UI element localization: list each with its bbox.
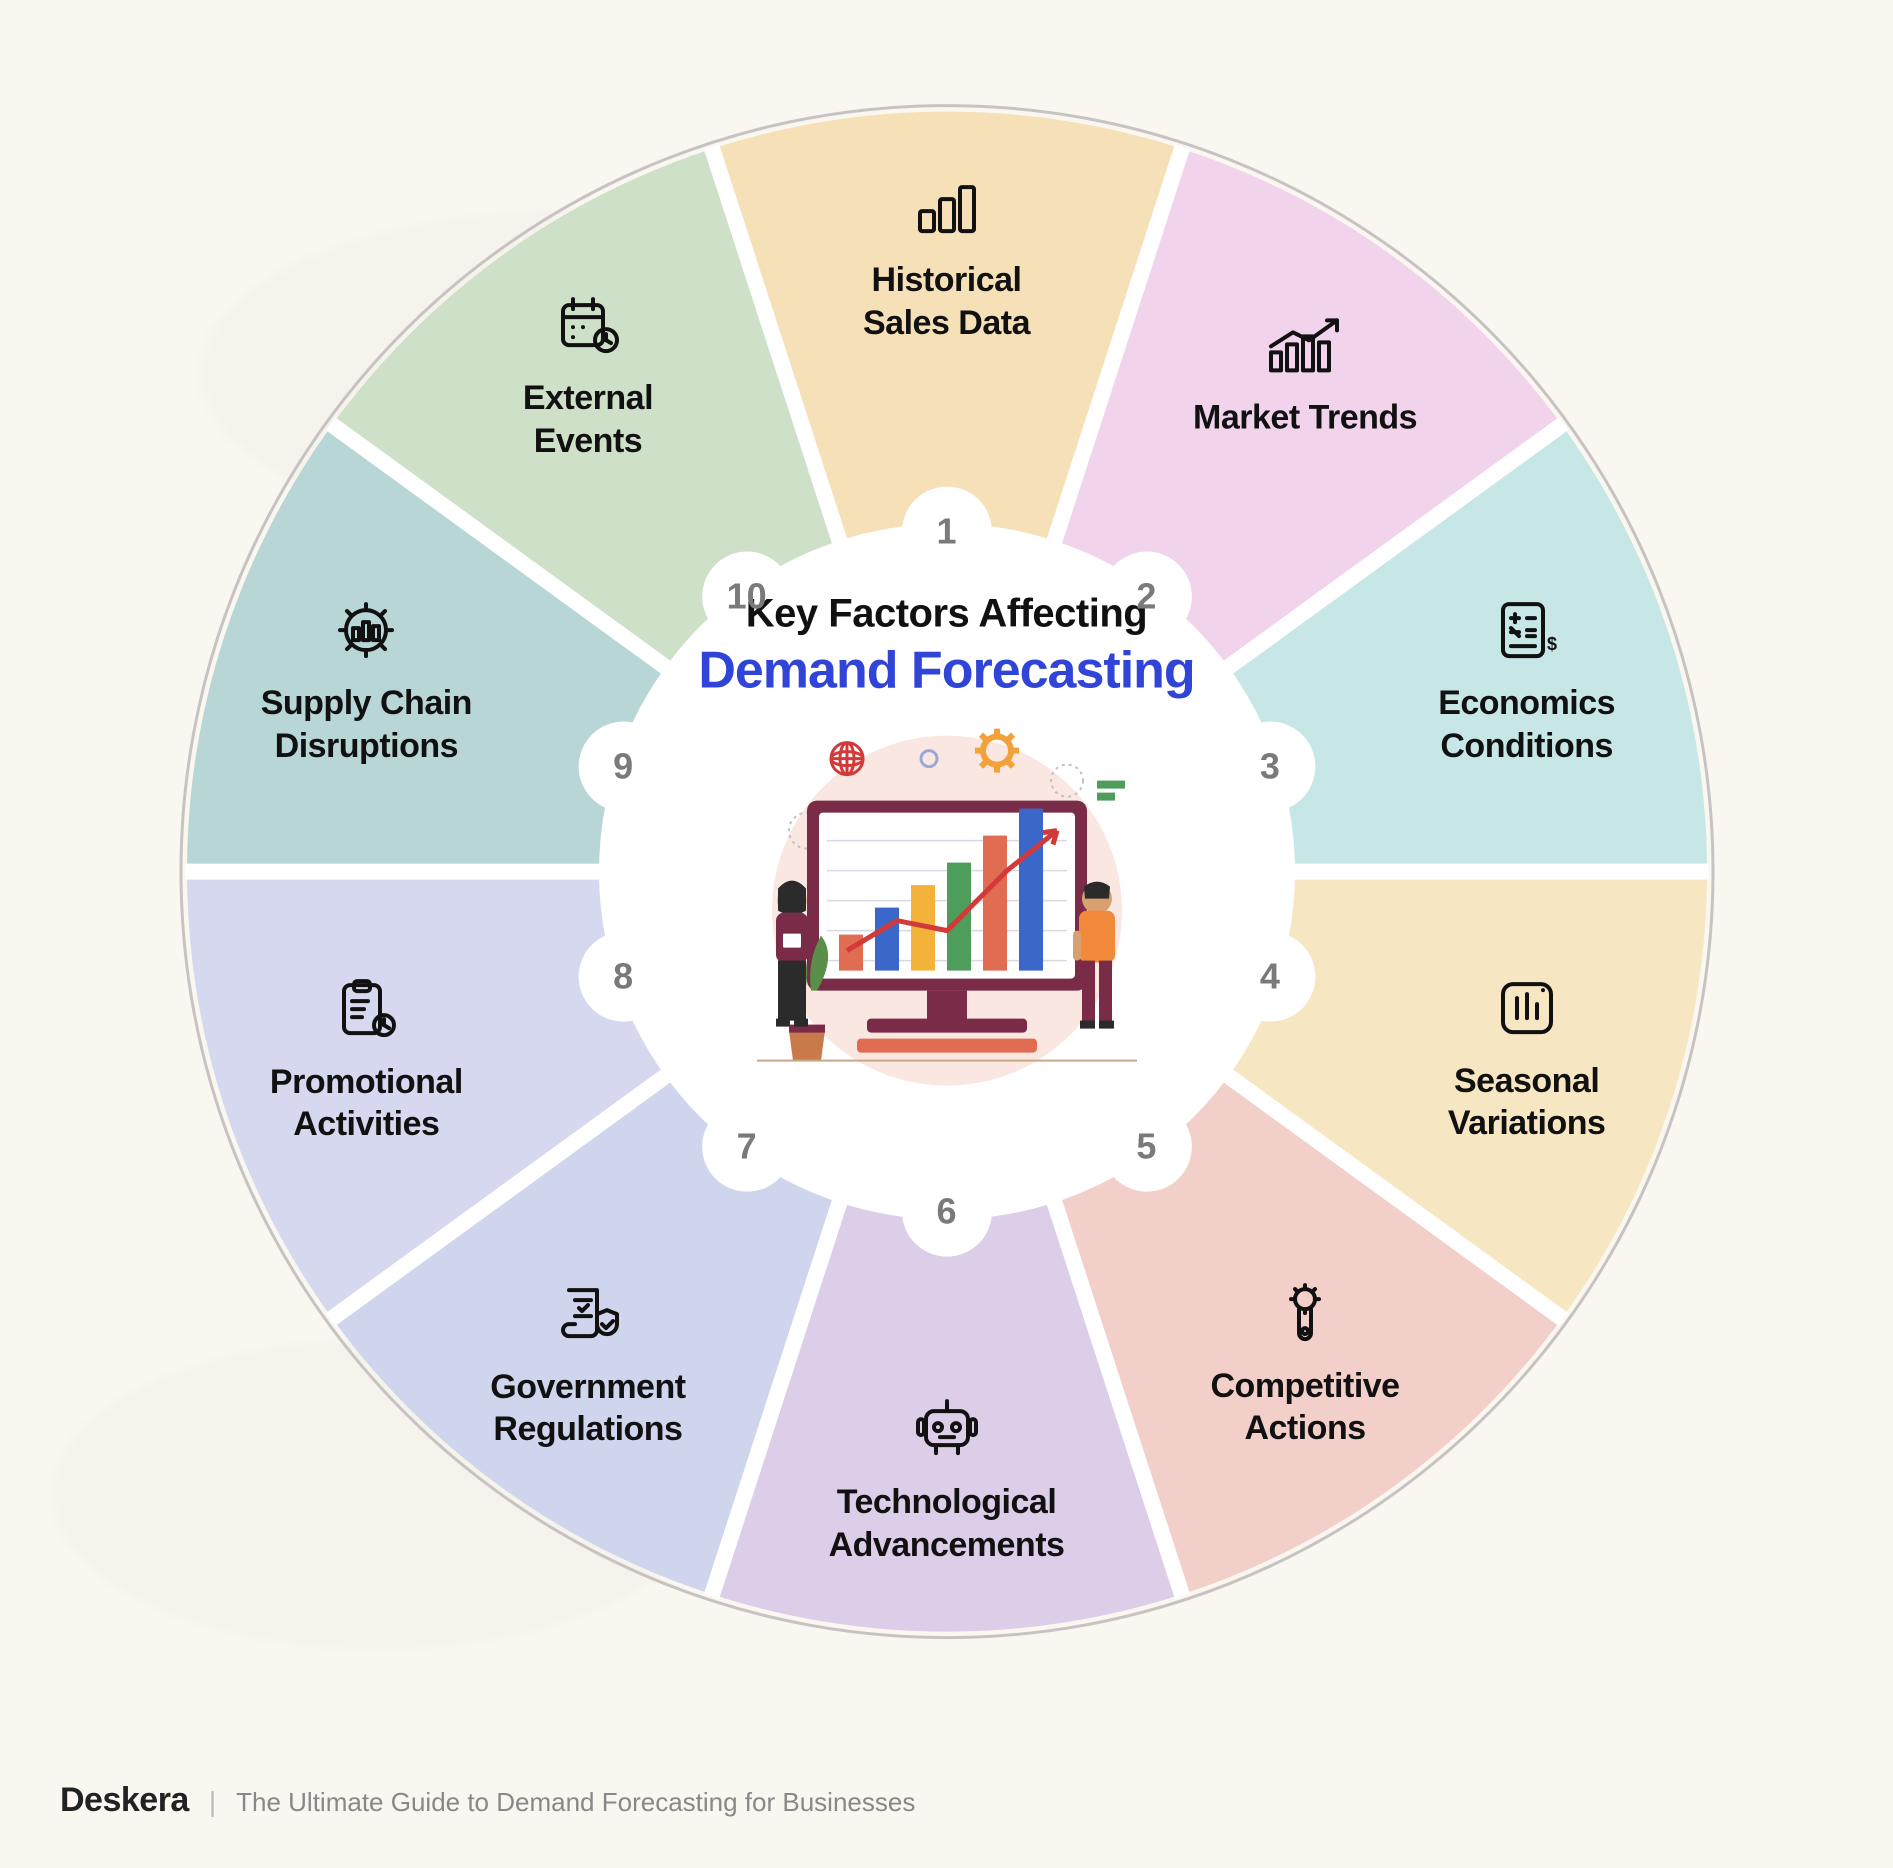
slice-number-2: 2 (1101, 552, 1191, 642)
slice-number-3: 3 (1225, 722, 1315, 812)
footer-brand: Deskera (60, 1781, 189, 1820)
slice-number-10: 10 (702, 552, 792, 642)
slice-number-7: 7 (702, 1102, 792, 1192)
footer-tagline: The Ultimate Guide to Demand Forecasting… (236, 1787, 915, 1818)
slice-number-6: 6 (902, 1167, 992, 1257)
center-title-line2: Demand Forecasting (698, 641, 1194, 701)
footer-separator: | (209, 1786, 216, 1818)
footer: Deskera | The Ultimate Guide to Demand F… (60, 1781, 915, 1820)
slice-number-4: 4 (1225, 932, 1315, 1022)
slice-number-1: 1 (902, 487, 992, 577)
slice-number-5: 5 (1101, 1102, 1191, 1192)
wheel-diagram: Key Factors Affecting Demand Forecasting (167, 92, 1727, 1652)
slice-number-8: 8 (578, 932, 668, 1022)
center-illustration: $ (697, 721, 1197, 1101)
center-title-line1: Key Factors Affecting (746, 592, 1147, 637)
slice-number-9: 9 (578, 722, 668, 812)
